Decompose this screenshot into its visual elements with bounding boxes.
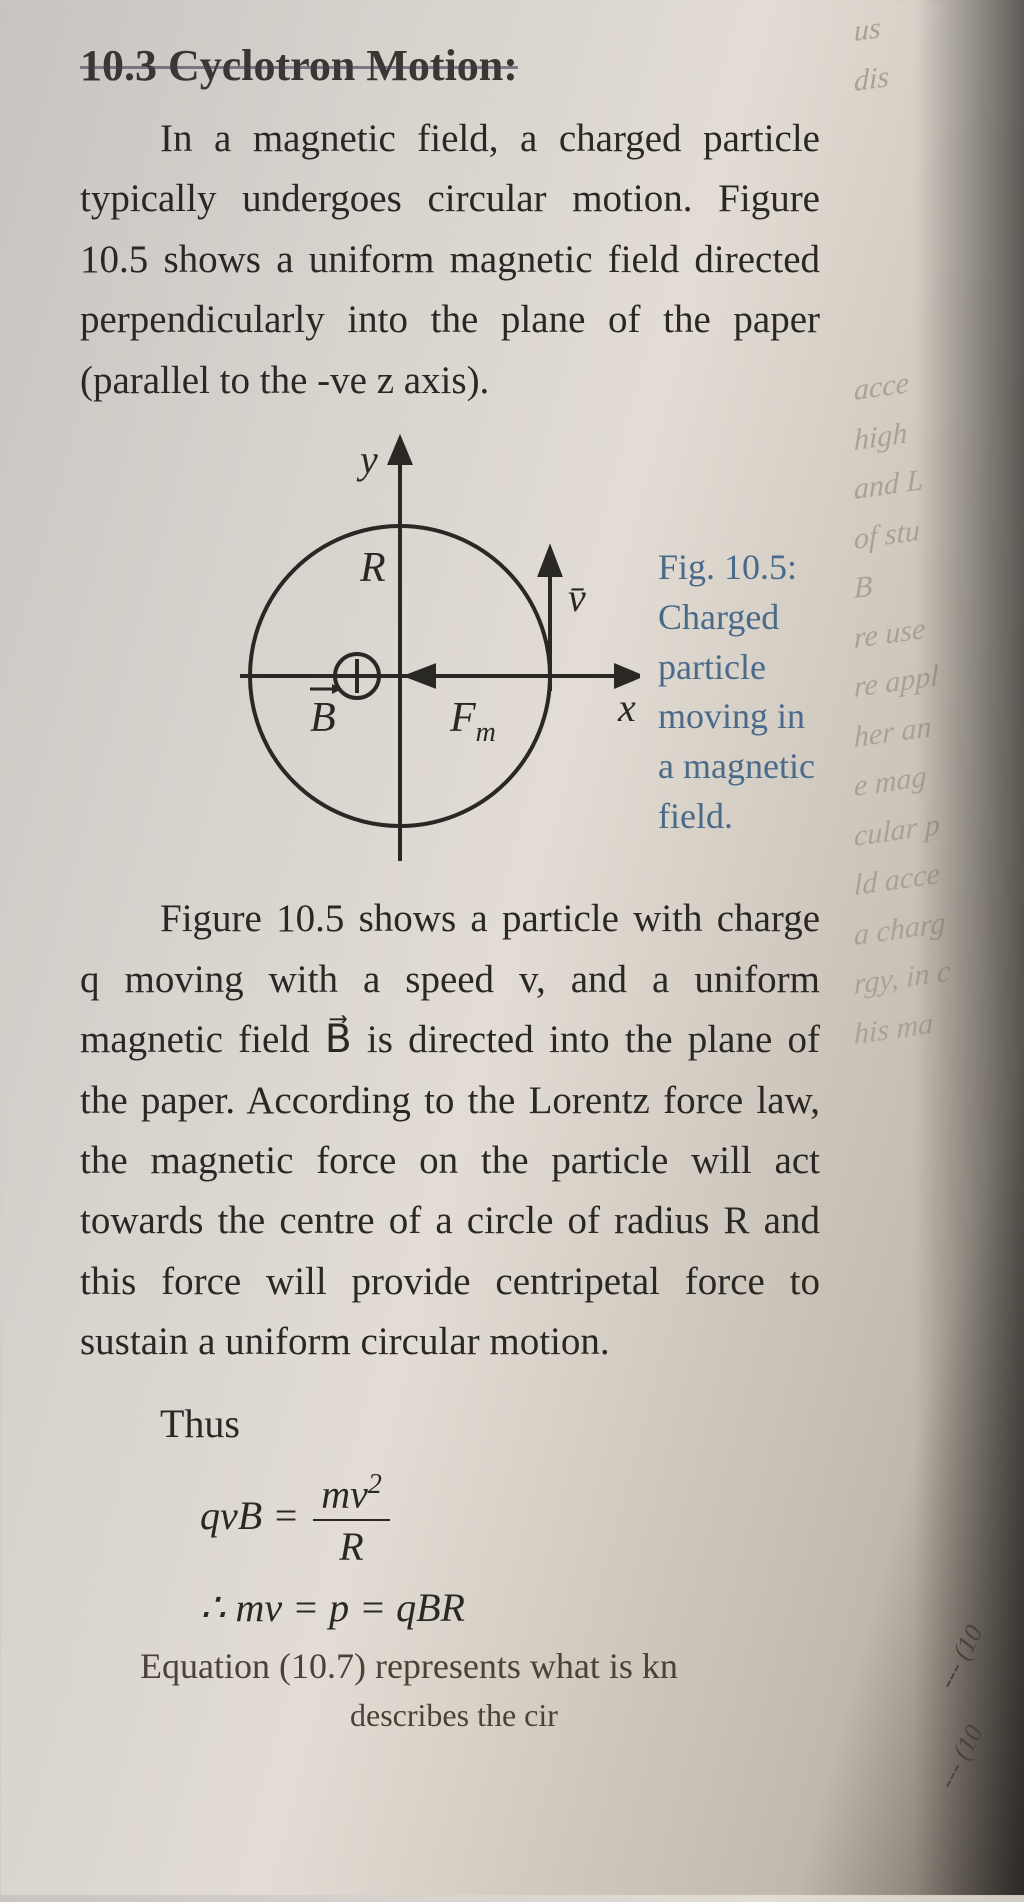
y-axis-label: y (356, 437, 378, 482)
eq1-numerator: mv2 (313, 1469, 390, 1521)
caption-line-1: Fig. 10.5: Charged (658, 543, 820, 642)
force-label: Fm (449, 695, 496, 748)
section-heading: Cyclotron Motion: (168, 41, 518, 90)
cyclotron-diagram: y x R v̄ B Fm (210, 431, 640, 871)
x-axis-label: x (617, 685, 636, 730)
velocity-label: v̄ (568, 575, 586, 620)
equation-2: ∴ mv = p = qBR (200, 1584, 820, 1631)
body-paragraph: Figure 10.5 shows a particle with charge… (80, 889, 820, 1373)
thus-label: Thus (80, 1393, 820, 1455)
trailing-text-2: describes the cir (350, 1697, 820, 1734)
fraction: mv2 R (313, 1469, 390, 1570)
section-title: 10.3 Cyclotron Motion: (80, 40, 820, 91)
figure-block: y x R v̄ B Fm Fig. 10.5: Charged particl… (210, 431, 820, 871)
equation-block: qvB = mv2 R ∴ mv = p = qBR (200, 1469, 820, 1631)
eq1-denominator: R (313, 1521, 390, 1570)
caption-line-2: particle moving in (658, 643, 820, 742)
book-spine-shadow (914, 0, 1024, 1895)
b-field-label: B (310, 695, 336, 741)
radius-label: R (359, 545, 386, 591)
figure-caption: Fig. 10.5: Charged particle moving in a … (650, 543, 820, 871)
intro-paragraph: In a magnetic field, a charged particle … (80, 109, 820, 411)
trailing-text-1: Equation (10.7) represents what is kn (140, 1645, 820, 1687)
caption-line-3: a magnetic field. (658, 742, 820, 841)
equation-1: qvB = mv2 R (200, 1469, 820, 1570)
section-number: 10.3 (80, 41, 157, 90)
eq1-lhs: qvB = (200, 1493, 299, 1538)
